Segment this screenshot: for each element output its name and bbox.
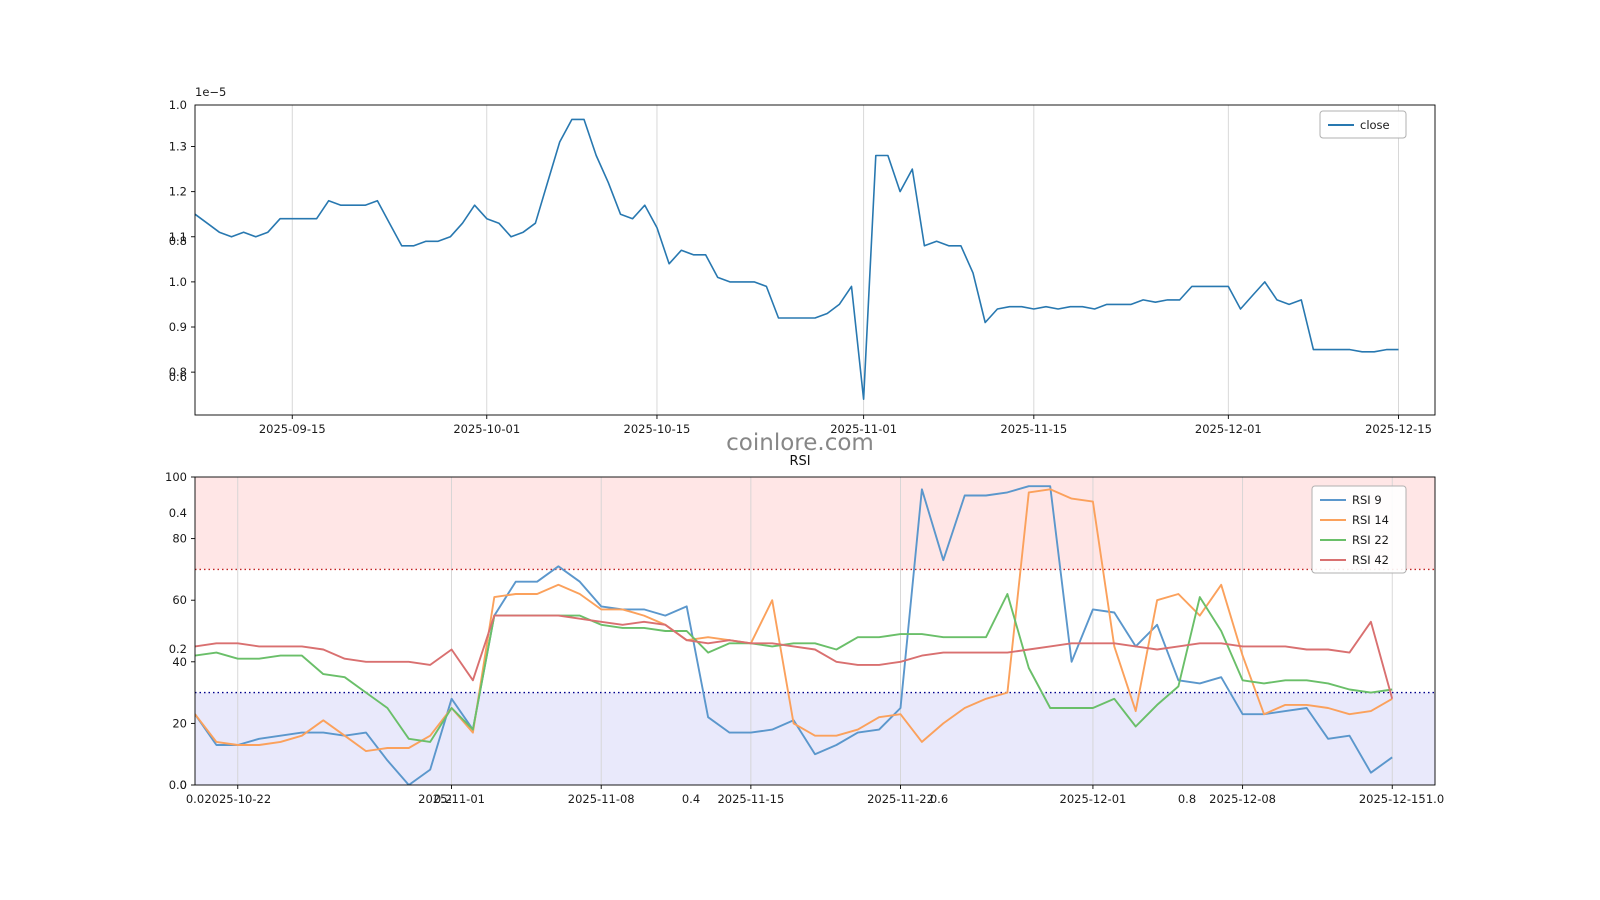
overlay-x-tick-label: 0.6 bbox=[930, 792, 948, 806]
x-tick-label: 2025-12-15 bbox=[1365, 422, 1432, 436]
overlay-x-tick-label: 1.0 bbox=[1426, 792, 1444, 806]
y-tick-label: 20 bbox=[172, 716, 187, 730]
x-tick-label: 2025-10-22 bbox=[204, 792, 271, 806]
x-tick-label: 2025-12-08 bbox=[1209, 792, 1276, 806]
x-tick-label: 2025-10-15 bbox=[624, 422, 691, 436]
overlay-axis: 0.00.20.40.60.81.00.0 0.2 0.4 0.6 0.8 1.0 bbox=[169, 98, 1444, 806]
legend-label: RSI 42 bbox=[1352, 553, 1389, 567]
overlay-x-tick-label: 0.0 bbox=[186, 792, 204, 806]
overlay-x-tick-label: 0.2 bbox=[434, 792, 452, 806]
x-tick-label: 2025-11-01 bbox=[830, 422, 897, 436]
x-tick-label: 2025-11-22 bbox=[867, 792, 934, 806]
legend-box bbox=[1311, 485, 1407, 574]
y-tick-label: 100 bbox=[165, 470, 187, 484]
legend-label: RSI 14 bbox=[1352, 513, 1389, 527]
x-tick-label: 2025-12-01 bbox=[1195, 422, 1262, 436]
oversold-band bbox=[195, 692, 1435, 785]
y-tick-label: 1.1 bbox=[169, 230, 187, 244]
axes-frame bbox=[194, 476, 1436, 786]
chart-1: 2025-10-22 2025-11-01 2025-11-08 2025-11-15… bbox=[165, 470, 1436, 806]
series-line-rsi-14 bbox=[195, 488, 1393, 753]
axes-frame bbox=[194, 104, 1436, 416]
overlay-y-tick-label: 0.8 bbox=[169, 234, 187, 248]
x-tick-label: 2025-11-15 bbox=[717, 792, 784, 806]
x-tick-label: 2025-11-01 bbox=[418, 792, 485, 806]
x-tick-label: 2025-12-01 bbox=[1060, 792, 1127, 806]
x-tick-label: 2025-11-08 bbox=[568, 792, 635, 806]
legend-label: RSI 9 bbox=[1352, 493, 1382, 507]
legend: close bbox=[1319, 110, 1407, 139]
overlay-x-tick-label: 0.8 bbox=[1178, 792, 1196, 806]
overlay-y-tick-label: 1.0 bbox=[169, 98, 187, 112]
rsi-chart-title: RSI bbox=[789, 454, 811, 469]
y-tick-label: 60 bbox=[172, 593, 187, 607]
overlay-y-tick-label: 0.6 bbox=[169, 370, 187, 384]
x-tick-label: 2025-09-15 bbox=[259, 422, 326, 436]
legend-label: RSI 22 bbox=[1352, 533, 1389, 547]
overlay-y-tick-label: 0.4 bbox=[169, 506, 187, 520]
series-line-rsi-22 bbox=[195, 593, 1393, 743]
legend-box bbox=[1319, 110, 1407, 139]
x-tick-label: 2025-10-01 bbox=[453, 422, 520, 436]
x-tick-label: 2025-12-15 bbox=[1359, 792, 1426, 806]
y-tick-label: 1.0 bbox=[169, 275, 187, 289]
y-axis-offset-label: 1e−5 bbox=[195, 85, 226, 99]
overlay-y-tick-label: 0.2 bbox=[169, 642, 187, 656]
x-tick-label: 2025-11-15 bbox=[1000, 422, 1067, 436]
legend: RSI 9 RSI 14 RSI 22 RSI 42 bbox=[1311, 485, 1407, 574]
y-tick-label: 80 bbox=[172, 532, 187, 546]
legend-label: close bbox=[1360, 118, 1390, 132]
overbought-band bbox=[195, 477, 1435, 570]
overlay-y-tick-label: 0.0 bbox=[169, 778, 187, 792]
y-tick-label: 0.8 bbox=[169, 365, 187, 379]
chart-0: 2025-09-15 2025-10-01 2025-10-15 2025-11-01… bbox=[169, 85, 1436, 436]
y-tick-label: 0.9 bbox=[169, 320, 187, 334]
watermark: coinlore.com bbox=[726, 430, 874, 456]
y-tick-label: 0 bbox=[180, 778, 187, 792]
series-line-close bbox=[195, 118, 1399, 400]
y-tick-label: 1.3 bbox=[169, 140, 187, 154]
y-tick-label: 40 bbox=[172, 655, 187, 669]
overlay-x-tick-label: 0.4 bbox=[682, 792, 700, 806]
y-tick-label: 1.2 bbox=[169, 185, 187, 199]
series-line-rsi-42 bbox=[195, 614, 1394, 700]
